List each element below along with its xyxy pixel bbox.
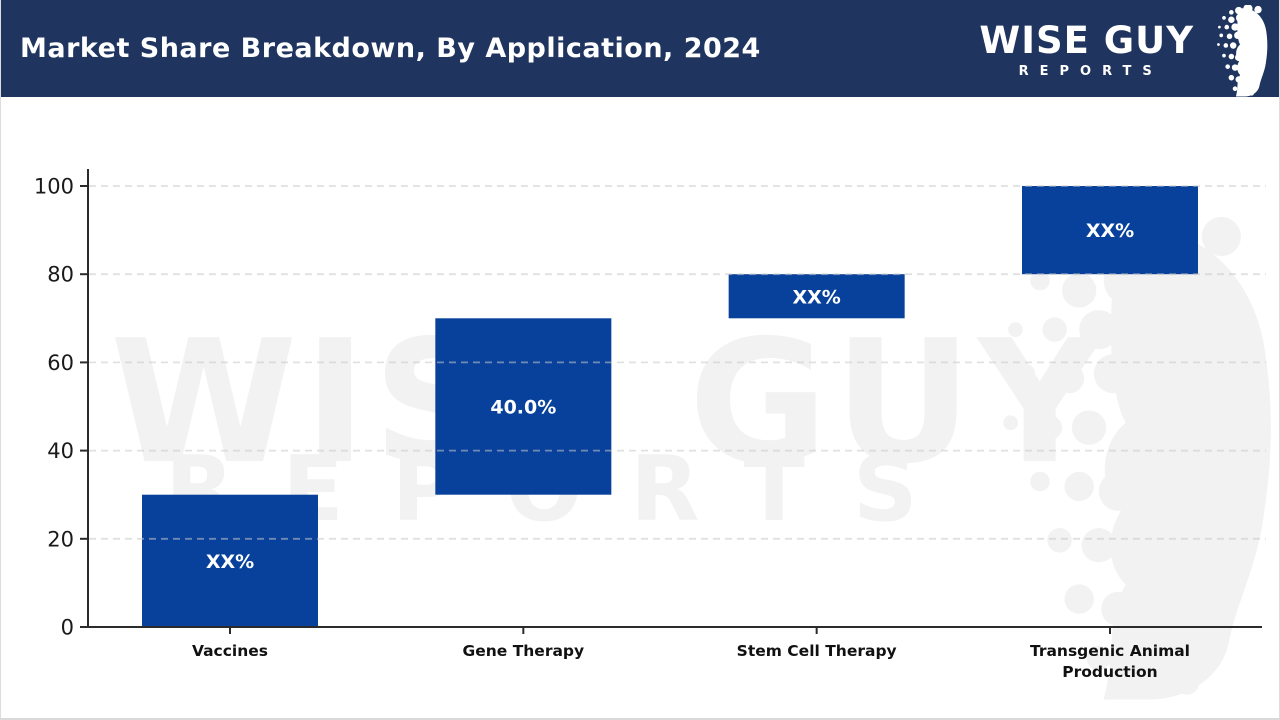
xtick-label-vaccines: Vaccines xyxy=(192,642,268,660)
logo-wordmark: WISE GUY xyxy=(979,19,1194,62)
market-share-chart: WISE GUYREPORTS020406080100VaccinesXX%Ge… xyxy=(34,169,1271,700)
bar-label-transgenic-animal-production: XX% xyxy=(1086,220,1134,242)
bar-stem-cell-therapy xyxy=(728,274,905,319)
header-bar: Market Share Breakdown, By Application, … xyxy=(0,0,1280,97)
bar-label-gene-therapy: 40.0% xyxy=(490,397,556,419)
xtick-label-transgenic-animal-production: Transgenic Animal xyxy=(1030,642,1190,660)
bar-label-vaccines: XX% xyxy=(206,551,254,573)
xtick-label-gene-therapy: Gene Therapy xyxy=(463,642,585,660)
wiseguy-logo: WISE GUY REPORTS xyxy=(979,4,1270,97)
ytick-label-40: 40 xyxy=(47,439,74,463)
dotted-face-profile-icon xyxy=(1217,4,1268,97)
ytick-label-0: 0 xyxy=(61,616,74,640)
xtick-label-transgenic-animal-production: Production xyxy=(1062,663,1157,681)
ytick-label-20: 20 xyxy=(47,527,74,551)
ytick-label-80: 80 xyxy=(47,263,74,287)
bar-vaccines xyxy=(142,494,318,627)
bar-gene-therapy xyxy=(435,318,612,495)
ytick-label-100: 100 xyxy=(34,175,74,199)
chart-area: WISE GUYREPORTS020406080100VaccinesXX%Ge… xyxy=(0,97,1280,720)
bar-transgenic-animal-production xyxy=(1021,186,1198,275)
ytick-label-60: 60 xyxy=(47,351,74,375)
xtick-label-stem-cell-therapy: Stem Cell Therapy xyxy=(737,642,897,660)
logo-text: WISE GUY REPORTS xyxy=(979,22,1194,79)
page-title: Market Share Breakdown, By Application, … xyxy=(20,33,761,64)
logo-subtext: REPORTS xyxy=(1018,64,1163,79)
bar-label-stem-cell-therapy: XX% xyxy=(792,286,840,308)
